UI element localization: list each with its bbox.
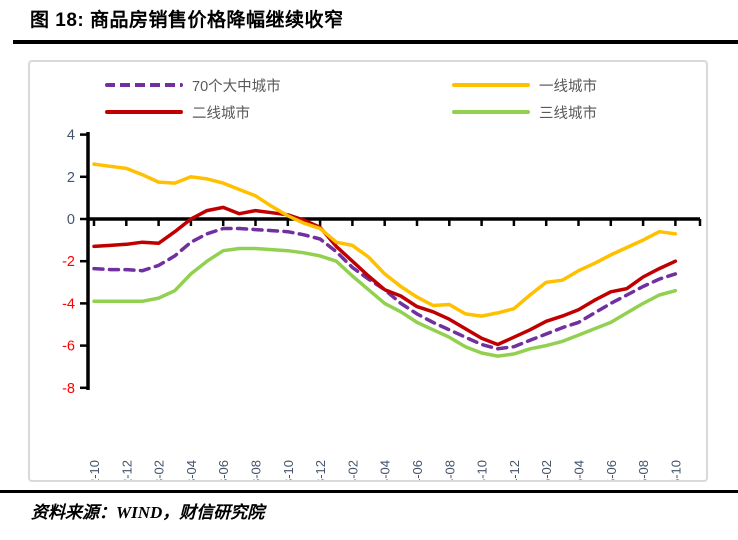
legend-swatch-tier-3	[452, 110, 530, 114]
x-tick-label: 2023-10	[281, 460, 296, 480]
y-tick-label: -4	[62, 296, 75, 312]
x-tick-label: 2024-08	[442, 460, 457, 480]
x-tick-label: 2023-02	[152, 460, 167, 480]
series-line-tier-3	[92, 246, 678, 358]
x-tick-label: 2025-10	[668, 460, 683, 480]
source-rule	[0, 490, 738, 493]
y-tick-label: 4	[67, 128, 75, 144]
x-tick-label: 2024-02	[345, 460, 360, 480]
x-tick-label: 2025-04	[572, 460, 587, 480]
x-tick-label: 2025-08	[636, 460, 651, 480]
series-line-tier-2	[92, 205, 678, 347]
figure-title: 图 18: 商品房销售价格降幅继续收窄	[30, 10, 344, 31]
x-tick-label: 2022-10	[87, 460, 102, 480]
legend-swatch-cities-70	[105, 83, 183, 87]
legend-label-tier-2: 二线城市	[192, 105, 250, 122]
y-tick-label: -2	[62, 254, 75, 270]
x-tick-label: 2025-02	[539, 460, 554, 480]
x-tick-label: 2023-04	[184, 460, 199, 480]
legend-item-tier-3: 三线城市	[452, 103, 597, 122]
legend-item-cities-70: 70个大中城市	[105, 76, 281, 95]
price-yoy-line-chart: 4 2 0 -2 -4 -6 -8 2022-10 2022-12 2023-02 2023-04 2…	[62, 128, 702, 480]
x-tick-label: 2023-12	[313, 460, 328, 480]
legend-swatch-tier-1	[452, 83, 530, 87]
x-tick-label: 2022-12	[119, 460, 134, 480]
legend-label-cities-70: 70个大中城市	[192, 78, 281, 95]
legend-label-tier-3: 三线城市	[539, 105, 597, 122]
y-tick-label: 0	[67, 212, 75, 228]
x-tick-label: 2024-12	[507, 460, 522, 480]
legend-label-tier-1: 一线城市	[539, 78, 597, 95]
title-rule	[13, 40, 738, 44]
y-tick-label: -8	[62, 381, 75, 397]
x-tick-label: 2023-06	[216, 460, 231, 480]
source-note: 资料来源：WIND，财信研究院	[31, 503, 265, 522]
x-tick-label: 2024-06	[410, 460, 425, 480]
y-tick-label: -6	[62, 339, 75, 355]
y-tick-label: 2	[67, 170, 75, 186]
x-tick-label: 2024-10	[475, 460, 490, 480]
x-tick-label: 2024-04	[378, 460, 393, 480]
legend-swatch-tier-2	[105, 110, 183, 114]
series-line-cities-70	[92, 226, 678, 351]
x-tick-label: 2025-06	[604, 460, 619, 480]
legend-item-tier-1: 一线城市	[452, 76, 597, 95]
x-tick-label: 2023-08	[249, 460, 264, 480]
legend-item-tier-2: 二线城市	[105, 103, 250, 122]
series-line-tier-1	[92, 162, 678, 318]
